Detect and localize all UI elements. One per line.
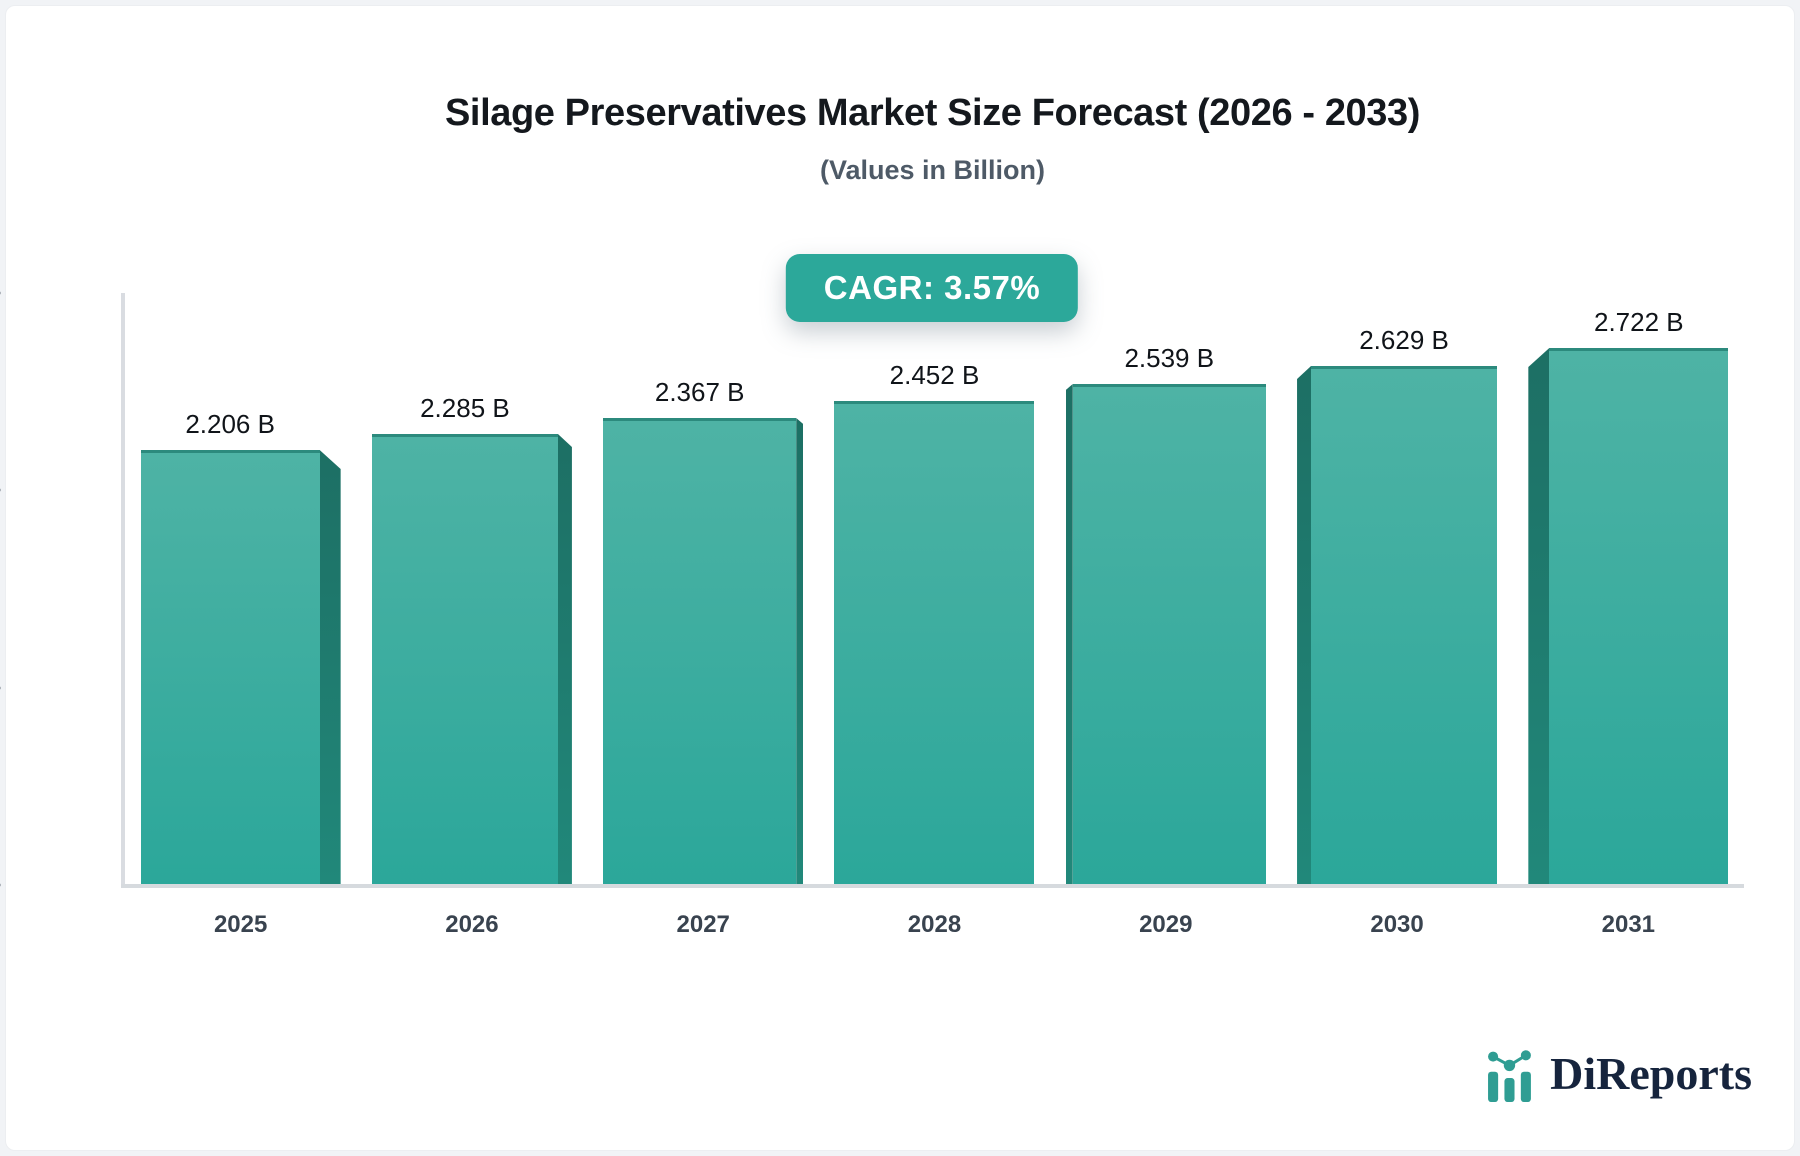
bar-slot: 2.206 B xyxy=(125,293,356,885)
y-axis: 3.0B2.0B1.0B0 xyxy=(0,291,1,887)
chart-subtitle: (Values in Billion) xyxy=(819,155,1046,185)
bar-face xyxy=(603,418,797,885)
bar-value-label: 2.539 B xyxy=(1124,343,1215,373)
bar-face xyxy=(140,450,320,885)
x-axis-label: 2026 xyxy=(445,911,499,938)
bar-2030: 2.629 B xyxy=(1297,325,1498,885)
bar-face xyxy=(834,401,1035,885)
y-tick-mark xyxy=(0,291,1,295)
direports-logo: DiReports xyxy=(1484,1044,1752,1102)
bar-slot: 2.629 B xyxy=(1281,293,1512,885)
plot-area: 2.206 B 2.285 B 2.367 B 2.452 B 2.539 B 2.629… xyxy=(121,293,1744,888)
bar-side-face xyxy=(319,450,341,885)
y-tick: 1.0B xyxy=(0,674,1,701)
bar-side-face xyxy=(796,418,804,885)
bar-face xyxy=(1072,384,1266,885)
cagr-badge: CAGR: 3.57% xyxy=(785,254,1079,322)
bar-slot: 2.722 B xyxy=(1513,293,1744,885)
bar-face xyxy=(1549,348,1729,885)
bar-value-label: 2.206 B xyxy=(185,409,275,439)
bar-side-face xyxy=(1297,366,1312,885)
bar-slot: 2.367 B xyxy=(588,293,819,885)
bar-side-face xyxy=(1065,384,1073,885)
bar-slot: 2.539 B xyxy=(1050,293,1281,885)
bar-value-label: 2.367 B xyxy=(654,377,745,407)
x-axis-label: 2029 xyxy=(1139,911,1193,938)
x-axis-label: 2027 xyxy=(676,911,730,938)
bar-side-face xyxy=(557,434,572,885)
y-tick-mark xyxy=(0,686,1,690)
x-axis-label: 2025 xyxy=(213,911,268,938)
bar-value-label: 2.722 B xyxy=(1594,307,1684,337)
bar-value-label: 2.629 B xyxy=(1359,325,1449,355)
bar-face xyxy=(1311,366,1498,885)
chart-header: Silage Preservatives Market Size Forecas… xyxy=(121,92,1744,186)
y-axis-line xyxy=(121,293,125,885)
bar-2026: 2.285 B xyxy=(371,393,572,885)
x-axis-label: 2030 xyxy=(1370,911,1424,938)
x-axis-label: 2031 xyxy=(1601,911,1656,938)
bar-value-label: 2.285 B xyxy=(420,393,510,423)
bar-2027: 2.367 B xyxy=(603,377,804,885)
bar-2028: 2.452 B xyxy=(834,360,1035,885)
bar-slot: 2.452 B xyxy=(819,293,1050,885)
chart-card: Silage Preservatives Market Size Forecas… xyxy=(0,5,1795,1151)
bar-2029: 2.539 B xyxy=(1065,343,1266,885)
y-tick-mark xyxy=(0,488,1,492)
x-axis-label: 2028 xyxy=(907,911,962,938)
bar-2025: 2.206 B xyxy=(140,409,341,885)
x-axis-labels: 2025 2026 2027 2028 2029 2030 2031 xyxy=(125,911,1744,939)
y-tick: 0 xyxy=(0,872,1,899)
x-axis-line xyxy=(121,884,1744,888)
bar-face xyxy=(371,434,558,885)
bar-side-face xyxy=(1528,348,1550,885)
bar-2031: 2.722 B xyxy=(1528,307,1729,885)
chart-title: Silage Preservatives Market Size Forecas… xyxy=(444,92,1421,134)
bars-container: 2.206 B 2.285 B 2.367 B 2.452 B 2.539 B 2.629… xyxy=(125,293,1744,885)
y-tick: 3.0B xyxy=(0,280,1,307)
bar-slot: 2.285 B xyxy=(356,293,587,885)
bar-value-label: 2.452 B xyxy=(889,360,980,390)
y-tick: 2.0B xyxy=(0,477,1,504)
logo-text: DiReports xyxy=(1550,1047,1752,1099)
logo-chart-icon xyxy=(1488,1050,1532,1102)
y-tick-mark xyxy=(0,883,1,887)
